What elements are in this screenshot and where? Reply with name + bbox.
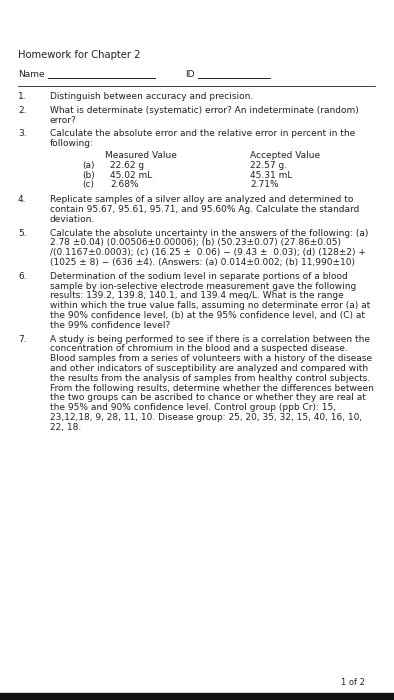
Text: 22.62 g: 22.62 g <box>110 161 144 170</box>
Text: the 95% and 90% confidence level. Control group (ppb Cr): 15,: the 95% and 90% confidence level. Contro… <box>50 403 336 412</box>
Text: 5.: 5. <box>18 229 27 237</box>
Text: deviation.: deviation. <box>50 215 95 224</box>
Text: results: 139.2, 139.8, 140.1, and 139.4 meq/L. What is the range: results: 139.2, 139.8, 140.1, and 139.4 … <box>50 291 344 300</box>
Text: A study is being performed to see if there is a correlation between the: A study is being performed to see if the… <box>50 335 370 344</box>
Text: 1.: 1. <box>18 92 27 101</box>
Text: ID: ID <box>185 70 195 79</box>
Text: Replicate samples of a silver alloy are analyzed and determined to: Replicate samples of a silver alloy are … <box>50 195 353 204</box>
Text: /(0.1167±0.0003); (c) (16.25 ±  0.06) − (9.43 ±  0.03); (d) (128±2) +: /(0.1167±0.0003); (c) (16.25 ± 0.06) − (… <box>50 248 366 257</box>
Text: following:: following: <box>50 139 94 148</box>
Text: the 99% confidence level?: the 99% confidence level? <box>50 321 170 330</box>
Bar <box>0 693 394 700</box>
Text: Name: Name <box>18 70 45 79</box>
Text: Determination of the sodium level in separate portions of a blood: Determination of the sodium level in sep… <box>50 272 348 281</box>
Text: 1 of 2: 1 of 2 <box>341 678 365 687</box>
Text: Accepted Value: Accepted Value <box>250 151 320 160</box>
Text: 3.: 3. <box>18 130 27 139</box>
Text: 6.: 6. <box>18 272 27 281</box>
Text: contain 95.67, 95.61, 95.71, and 95.60% Ag. Calculate the standard: contain 95.67, 95.61, 95.71, and 95.60% … <box>50 205 359 214</box>
Text: 45.31 mL: 45.31 mL <box>250 171 292 180</box>
Text: 23,12,18, 9, 28, 11, 10. Disease group: 25, 20, 35, 32, 15, 40, 16, 10,: 23,12,18, 9, 28, 11, 10. Disease group: … <box>50 413 362 422</box>
Text: (1025 ± 8) − (636 ±4). (Answers: (a) 0.014±0.002; (b) 11,990±10): (1025 ± 8) − (636 ±4). (Answers: (a) 0.0… <box>50 258 355 267</box>
Text: 2.71%: 2.71% <box>250 181 279 190</box>
Text: the results from the analysis of samples from healthy control subjects.: the results from the analysis of samples… <box>50 374 370 383</box>
Text: (b): (b) <box>82 171 95 180</box>
Text: and other indicators of susceptibility are analyzed and compared with: and other indicators of susceptibility a… <box>50 364 368 373</box>
Text: Calculate the absolute uncertainty in the answers of the following: (a): Calculate the absolute uncertainty in th… <box>50 229 368 237</box>
Text: the two groups can be ascribed to chance or whether they are real at: the two groups can be ascribed to chance… <box>50 393 366 402</box>
Text: concentration of chromium in the blood and a suspected disease.: concentration of chromium in the blood a… <box>50 344 348 354</box>
Text: Homework for Chapter 2: Homework for Chapter 2 <box>18 50 141 60</box>
Text: 45.02 mL: 45.02 mL <box>110 171 152 180</box>
Text: within which the true value falls, assuming no determinate error (a) at: within which the true value falls, assum… <box>50 301 370 310</box>
Text: 22.57 g.: 22.57 g. <box>250 161 287 170</box>
Text: 2.68%: 2.68% <box>110 181 139 190</box>
Text: sample by ion-selective electrode measurement gave the following: sample by ion-selective electrode measur… <box>50 281 356 290</box>
Text: (a): (a) <box>82 161 95 170</box>
Text: error?: error? <box>50 116 77 125</box>
Text: 4.: 4. <box>18 195 26 204</box>
Text: the 90% confidence level, (b) at the 95% confidence level, and (C) at: the 90% confidence level, (b) at the 95%… <box>50 311 365 320</box>
Text: (c): (c) <box>82 181 94 190</box>
Text: What is determinate (systematic) error? An indeterminate (random): What is determinate (systematic) error? … <box>50 106 359 115</box>
Text: Measured Value: Measured Value <box>105 151 177 160</box>
Text: 2.78 ±0.04) (0.00506±0.00006); (b) (50.23±0.07) (27.86±0.05): 2.78 ±0.04) (0.00506±0.00006); (b) (50.2… <box>50 239 341 247</box>
Text: Distinguish between accuracy and precision.: Distinguish between accuracy and precisi… <box>50 92 253 101</box>
Text: Calculate the absolute error and the relative error in percent in the: Calculate the absolute error and the rel… <box>50 130 355 139</box>
Text: 22, 18.: 22, 18. <box>50 423 81 432</box>
Text: From the following results, determine whether the differences between: From the following results, determine wh… <box>50 384 374 393</box>
Text: 7.: 7. <box>18 335 27 344</box>
Text: Blood samples from a series of volunteers with a history of the disease: Blood samples from a series of volunteer… <box>50 354 372 363</box>
Text: 2.: 2. <box>18 106 26 115</box>
